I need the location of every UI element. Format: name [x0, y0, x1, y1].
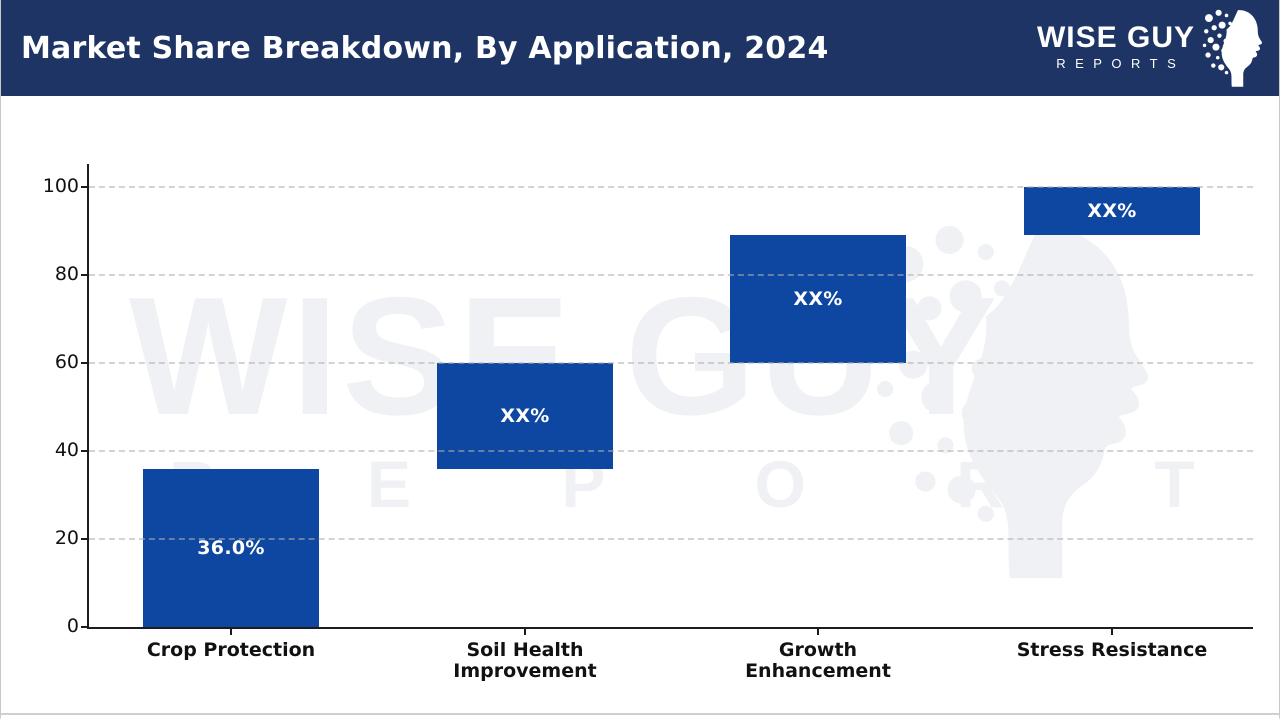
x-tick-label: Stress Resistance: [1016, 639, 1208, 661]
x-tick-label: Soil Health Improvement: [453, 639, 597, 682]
y-axis-spine: [87, 164, 89, 629]
bar-segment: 36.0%: [143, 468, 319, 627]
y-tick-label: 80: [54, 263, 79, 285]
bar-value-label: 36.0%: [197, 536, 265, 559]
y-tick-label: 40: [54, 439, 79, 461]
bar-segment: XX%: [1024, 187, 1200, 236]
x-tick-mark: [230, 627, 232, 635]
y-tick-mark: [81, 538, 89, 540]
y-tick-mark: [81, 626, 89, 628]
x-tick-label: Growth Enhancement: [745, 639, 891, 682]
gridline: [89, 362, 1253, 364]
gridline: [89, 450, 1253, 452]
header-bar: Market Share Breakdown, By Application, …: [1, 0, 1279, 96]
bar-value-label: XX%: [1087, 200, 1137, 223]
gridline: [89, 186, 1253, 188]
wiseguy-logo: WISE GUY REPORTS: [1027, 6, 1267, 92]
y-tick-label: 60: [54, 351, 79, 373]
y-tick-mark: [81, 362, 89, 364]
gridline: [89, 274, 1253, 276]
x-tick-mark: [817, 627, 819, 635]
x-axis-spine: [87, 627, 1253, 629]
bar-segment: XX%: [437, 363, 613, 469]
x-tick-label: Crop Protection: [146, 639, 316, 661]
y-tick-label: 20: [54, 527, 79, 549]
logo-brand-text: WISE GUY: [1036, 21, 1195, 54]
logo-text: WISE GUY REPORTS: [1027, 22, 1205, 72]
y-tick-label: 0: [66, 615, 79, 637]
y-tick-mark: [81, 450, 89, 452]
logo-sub-text: REPORTS: [1056, 56, 1186, 71]
chart-title: Market Share Breakdown, By Application, …: [21, 30, 829, 66]
y-tick-label: 100: [42, 175, 79, 197]
gridline: [89, 538, 1253, 540]
bar-value-label: XX%: [500, 404, 550, 427]
y-tick-mark: [81, 186, 89, 188]
watermark-head-icon: [877, 225, 1148, 579]
bar-value-label: XX%: [793, 288, 843, 311]
logo-head-icon: [1202, 9, 1262, 87]
y-tick-mark: [81, 274, 89, 276]
x-tick-mark: [1111, 627, 1113, 635]
bar-segment: XX%: [730, 235, 906, 363]
x-tick-mark: [524, 627, 526, 635]
